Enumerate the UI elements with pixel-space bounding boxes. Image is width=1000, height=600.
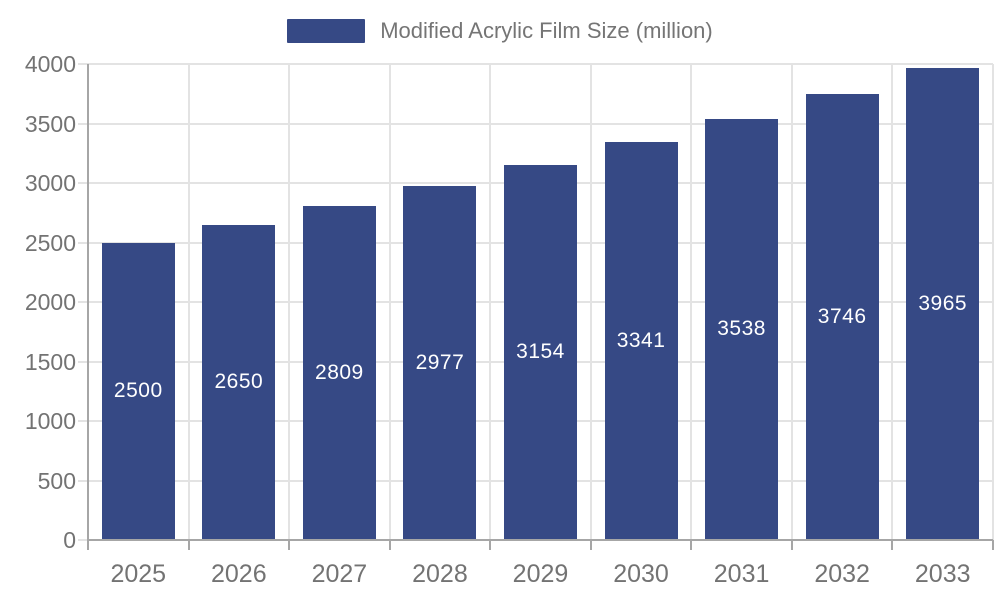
plot-area: 2500 2650 2809 2977 3154 3341 3538 3746 3965: [78, 63, 994, 550]
y-tick-label: 0: [63, 527, 76, 553]
chart-legend[interactable]: Modified Acrylic Film Size (million): [0, 18, 1000, 44]
bar-2027: 2809: [302, 205, 376, 540]
bar-2029: 3154: [504, 164, 577, 540]
x-tick-mark: [589, 540, 592, 550]
x-tick-mark: [288, 540, 291, 550]
y-tick-mark: [78, 479, 88, 482]
y-axis-labels: 0 500 1000 1500 2000 2500 3000 3500 4000: [0, 51, 76, 553]
v-gridline: [690, 64, 693, 540]
bar-value-label: 3154: [516, 340, 565, 364]
y-tick-label: 2000: [24, 289, 76, 315]
h-gridline: [88, 122, 993, 125]
y-tick-label: 1500: [24, 348, 76, 375]
v-gridline: [589, 64, 592, 540]
bar-value-label: 2650: [214, 370, 264, 394]
x-tick-label: 2027: [311, 560, 368, 588]
y-tick-mark: [78, 241, 88, 244]
x-tick-label: 2028: [412, 560, 468, 588]
x-tick-mark: [992, 540, 994, 550]
y-tick-mark: [78, 420, 88, 422]
x-tick-label: 2026: [211, 560, 267, 588]
y-axis-line: [87, 64, 89, 540]
y-tick-label: 3000: [24, 170, 76, 196]
x-tick-mark: [388, 540, 391, 550]
y-tick-mark: [78, 63, 88, 65]
v-gridline: [388, 64, 391, 540]
x-tick-label: 2032: [814, 560, 870, 588]
v-gridline: [992, 64, 994, 540]
x-axis-line: [88, 539, 993, 541]
y-tick-label: 1000: [24, 408, 76, 434]
x-tick-label: 2030: [613, 560, 669, 588]
legend-label: Modified Acrylic Film Size (million): [380, 18, 713, 43]
x-tick-mark: [891, 540, 894, 550]
bar-2026: 2650: [202, 224, 276, 540]
x-tick-label: 2033: [914, 560, 971, 588]
legend-swatch: [287, 19, 366, 43]
bar-value-label: 2500: [113, 379, 163, 403]
y-tick-mark: [78, 360, 88, 363]
x-tick-mark: [690, 540, 693, 550]
x-tick-mark: [489, 540, 492, 550]
bar-2025: 2500: [101, 242, 175, 540]
y-tick-label: 500: [37, 467, 76, 494]
bar-2030: 3341: [604, 142, 678, 540]
x-tick-label: 2029: [512, 560, 569, 588]
bar-value-label: 2809: [315, 360, 364, 384]
bar-value-label: 3341: [616, 329, 666, 353]
v-gridline: [489, 64, 492, 540]
x-tick-label: 2025: [110, 560, 167, 588]
x-tick-mark: [87, 540, 89, 550]
y-tick-mark: [78, 301, 88, 303]
y-tick-mark: [78, 182, 88, 184]
v-gridline: [891, 64, 894, 540]
h-gridline: [88, 63, 993, 65]
y-tick-label: 3500: [24, 110, 76, 137]
bar-value-label: 3538: [717, 317, 766, 341]
v-gridline: [790, 64, 793, 540]
bar-2033: 3965: [906, 68, 980, 540]
x-tick-label: 2031: [713, 560, 770, 588]
bar-2028: 2977: [403, 185, 477, 540]
v-gridline: [187, 64, 190, 540]
x-tick-mark: [790, 540, 793, 550]
y-tick-label: 2500: [24, 229, 76, 256]
y-tick-label: 4000: [24, 51, 76, 77]
y-tick-mark: [78, 539, 88, 541]
x-axis-labels: 2025 2026 2027 2028 2029 2030 2031 2032 2033: [88, 556, 993, 592]
bar-2031: 3538: [705, 118, 779, 540]
y-tick-mark: [78, 122, 88, 125]
bar-value-label: 3746: [817, 305, 867, 329]
bar-value-label: 3965: [918, 292, 968, 316]
bar-2032: 3746: [805, 94, 879, 540]
bar-value-label: 2977: [415, 350, 465, 374]
v-gridline: [288, 64, 291, 540]
x-tick-mark: [187, 540, 190, 550]
